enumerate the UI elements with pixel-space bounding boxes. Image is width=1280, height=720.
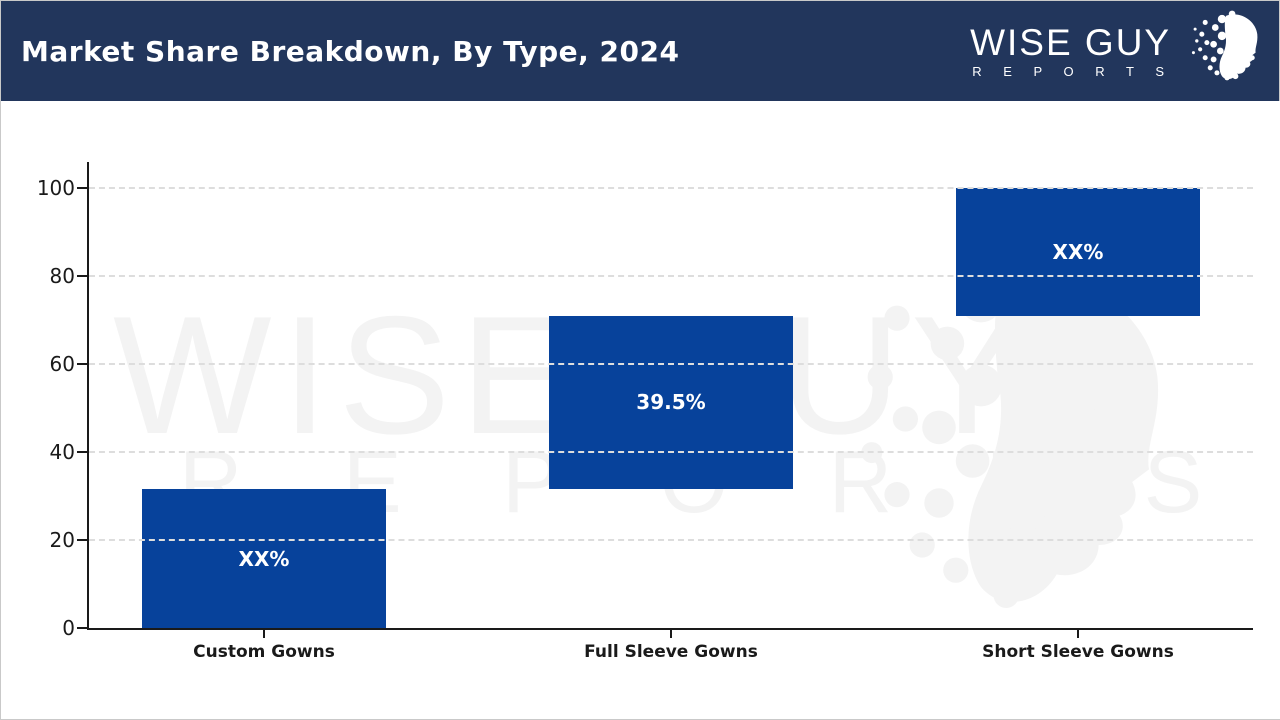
y-tick-label: 80 — [49, 264, 75, 288]
dotted-head-logo-icon — [1191, 10, 1258, 81]
x-axis-spine — [87, 628, 1253, 630]
bar-value-label: 39.5% — [636, 390, 706, 415]
y-tick-mark — [77, 187, 87, 189]
grid-line — [89, 275, 1253, 277]
y-axis-spine — [87, 161, 89, 630]
y-tick-mark — [77, 451, 87, 453]
brand-subtitle: R E P O R T S — [972, 63, 1173, 79]
y-tick-mark — [77, 363, 87, 365]
bar: XX% — [142, 489, 386, 628]
y-tick-label: 60 — [49, 352, 75, 376]
header-bar: Market Share Breakdown, By Type, 2024 WI… — [1, 1, 1279, 101]
x-tick-mark — [670, 630, 672, 638]
brand-logo-text: WISE GUY R E P O R T S — [968, 21, 1173, 79]
brand-name: WISE GUY — [970, 21, 1172, 63]
y-tick-label: 100 — [36, 176, 75, 200]
y-tick-label: 0 — [62, 616, 75, 640]
brand-logo: WISE GUY R E P O R T S — [968, 9, 1265, 93]
bar: XX% — [956, 188, 1200, 316]
y-tick-mark — [77, 539, 87, 541]
grid-line — [89, 187, 1253, 189]
page-title: Market Share Breakdown, By Type, 2024 — [21, 34, 680, 68]
bar: 39.5% — [549, 315, 793, 490]
y-tick-label: 20 — [49, 528, 75, 552]
watermark-head-icon — [861, 277, 1159, 608]
bar-value-label: XX% — [238, 546, 290, 571]
x-category-label: Full Sleeve Gowns — [584, 642, 758, 662]
x-category-label: Custom Gowns — [193, 642, 335, 662]
bar-value-label: XX% — [1052, 239, 1104, 264]
chart-area: WISE GUY R E P O R T S 020406080100XX%Cu… — [1, 101, 1280, 719]
y-tick-mark — [77, 627, 87, 629]
x-category-label: Short Sleeve Gowns — [982, 642, 1174, 662]
y-tick-mark — [77, 275, 87, 277]
grid-line — [89, 539, 1253, 541]
x-tick-mark — [263, 630, 265, 638]
y-tick-label: 40 — [49, 440, 75, 464]
x-tick-mark — [1077, 630, 1079, 638]
grid-line — [89, 363, 1253, 365]
grid-line — [89, 451, 1253, 453]
